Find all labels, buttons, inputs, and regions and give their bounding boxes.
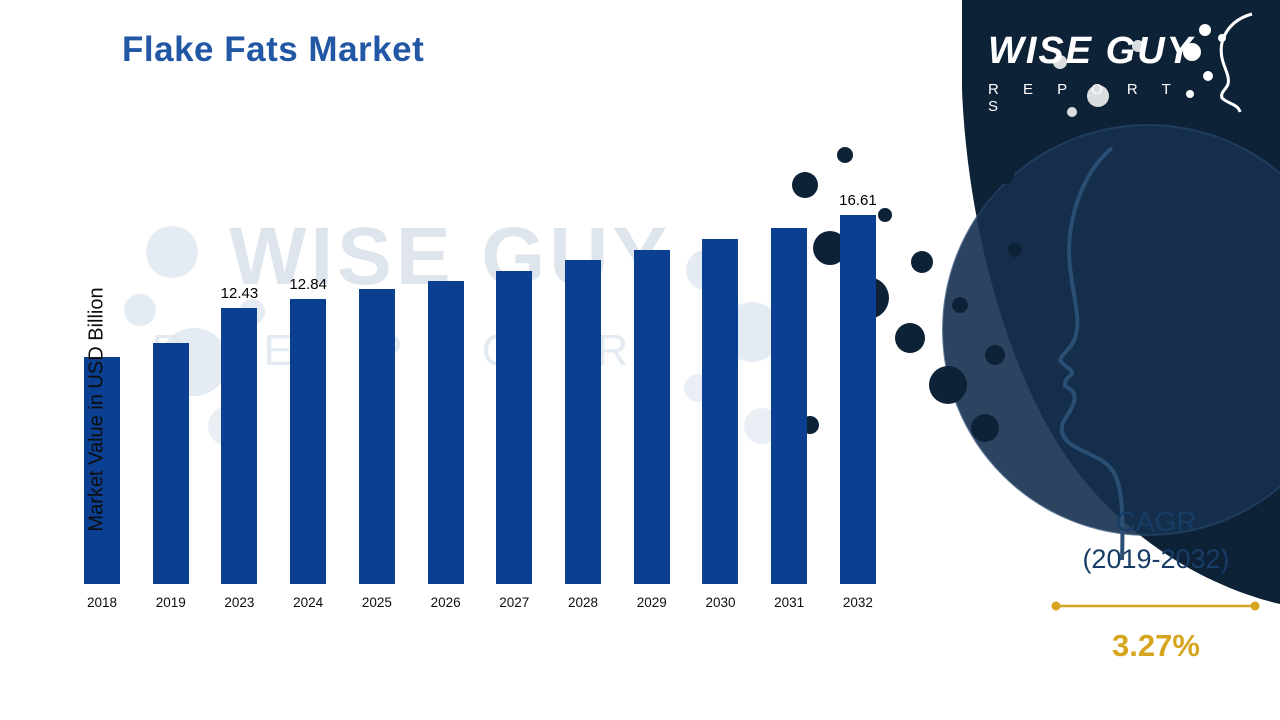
- cagr-label: CAGR: [1115, 506, 1197, 537]
- logo-text-main: WISE GUY: [988, 30, 1195, 72]
- x-tick-label: 2028: [568, 595, 599, 610]
- right-decoration: [792, 0, 1280, 604]
- x-tick-label: 2023: [224, 595, 255, 610]
- bar-column: 12.84 2024: [286, 190, 330, 610]
- bar: [839, 215, 876, 584]
- bar-column: 12.43 2023: [217, 190, 261, 610]
- bar-column: 2018: [80, 190, 124, 610]
- bar-column: 2025: [355, 190, 399, 610]
- cagr-range: (2019-2032): [1082, 544, 1230, 574]
- bar-column: 2029: [630, 190, 674, 610]
- x-tick-label: 2026: [430, 595, 461, 610]
- y-axis-label: Market Value in USD Billion: [85, 287, 108, 532]
- bar-column: 2019: [149, 190, 193, 610]
- cagr-value: 3.27%: [1112, 628, 1200, 663]
- x-tick-label: 2032: [842, 595, 873, 610]
- x-tick-label: 2029: [636, 595, 667, 610]
- x-tick-label: 2031: [774, 595, 805, 610]
- x-tick-label: 2018: [86, 595, 118, 610]
- bar: [496, 271, 533, 584]
- x-tick-label: 2025: [361, 595, 392, 610]
- logo-text-sub: R E P O R T S: [988, 81, 1181, 115]
- bar: [358, 289, 395, 584]
- bar-value-label: 12.43: [220, 285, 259, 303]
- bar: [290, 299, 327, 584]
- x-tick-label: 2030: [705, 595, 736, 610]
- bar: [771, 228, 808, 584]
- bar: [84, 356, 120, 584]
- cagr-block: CAGR (2019-2032) 3.27%: [1040, 506, 1272, 664]
- bar-column: 2031: [767, 190, 811, 610]
- bar: [221, 308, 258, 584]
- bar-chart: 2018 2019 12.43 2023 12.84 2024 2025 2026 2027 20…: [80, 190, 880, 610]
- x-tick-label: 2024: [293, 595, 324, 610]
- bar-column: 2026: [424, 190, 468, 610]
- page-title: Flake Fats Market: [122, 30, 425, 69]
- x-tick-label: 2019: [155, 595, 186, 610]
- bar-value-label: 16.61: [839, 192, 877, 210]
- bar: [565, 260, 602, 584]
- bar-column: 2027: [492, 190, 536, 610]
- bar: [427, 281, 464, 584]
- bar-column: 2028: [561, 190, 605, 610]
- bar-value-label: 12.84: [289, 276, 327, 293]
- bar: [633, 250, 670, 584]
- x-tick-label: 2027: [499, 595, 530, 610]
- cagr-divider-line: [1051, 601, 1260, 611]
- bar: [152, 342, 189, 584]
- bar-column: 16.61 2032: [836, 190, 880, 610]
- logo-face-icon: [1183, 12, 1253, 113]
- logo: WISE GUY R E P O R T S: [988, 30, 1198, 115]
- bar-column: 2030: [698, 190, 742, 610]
- face-profile-icon: [1057, 146, 1125, 561]
- bar: [702, 239, 739, 584]
